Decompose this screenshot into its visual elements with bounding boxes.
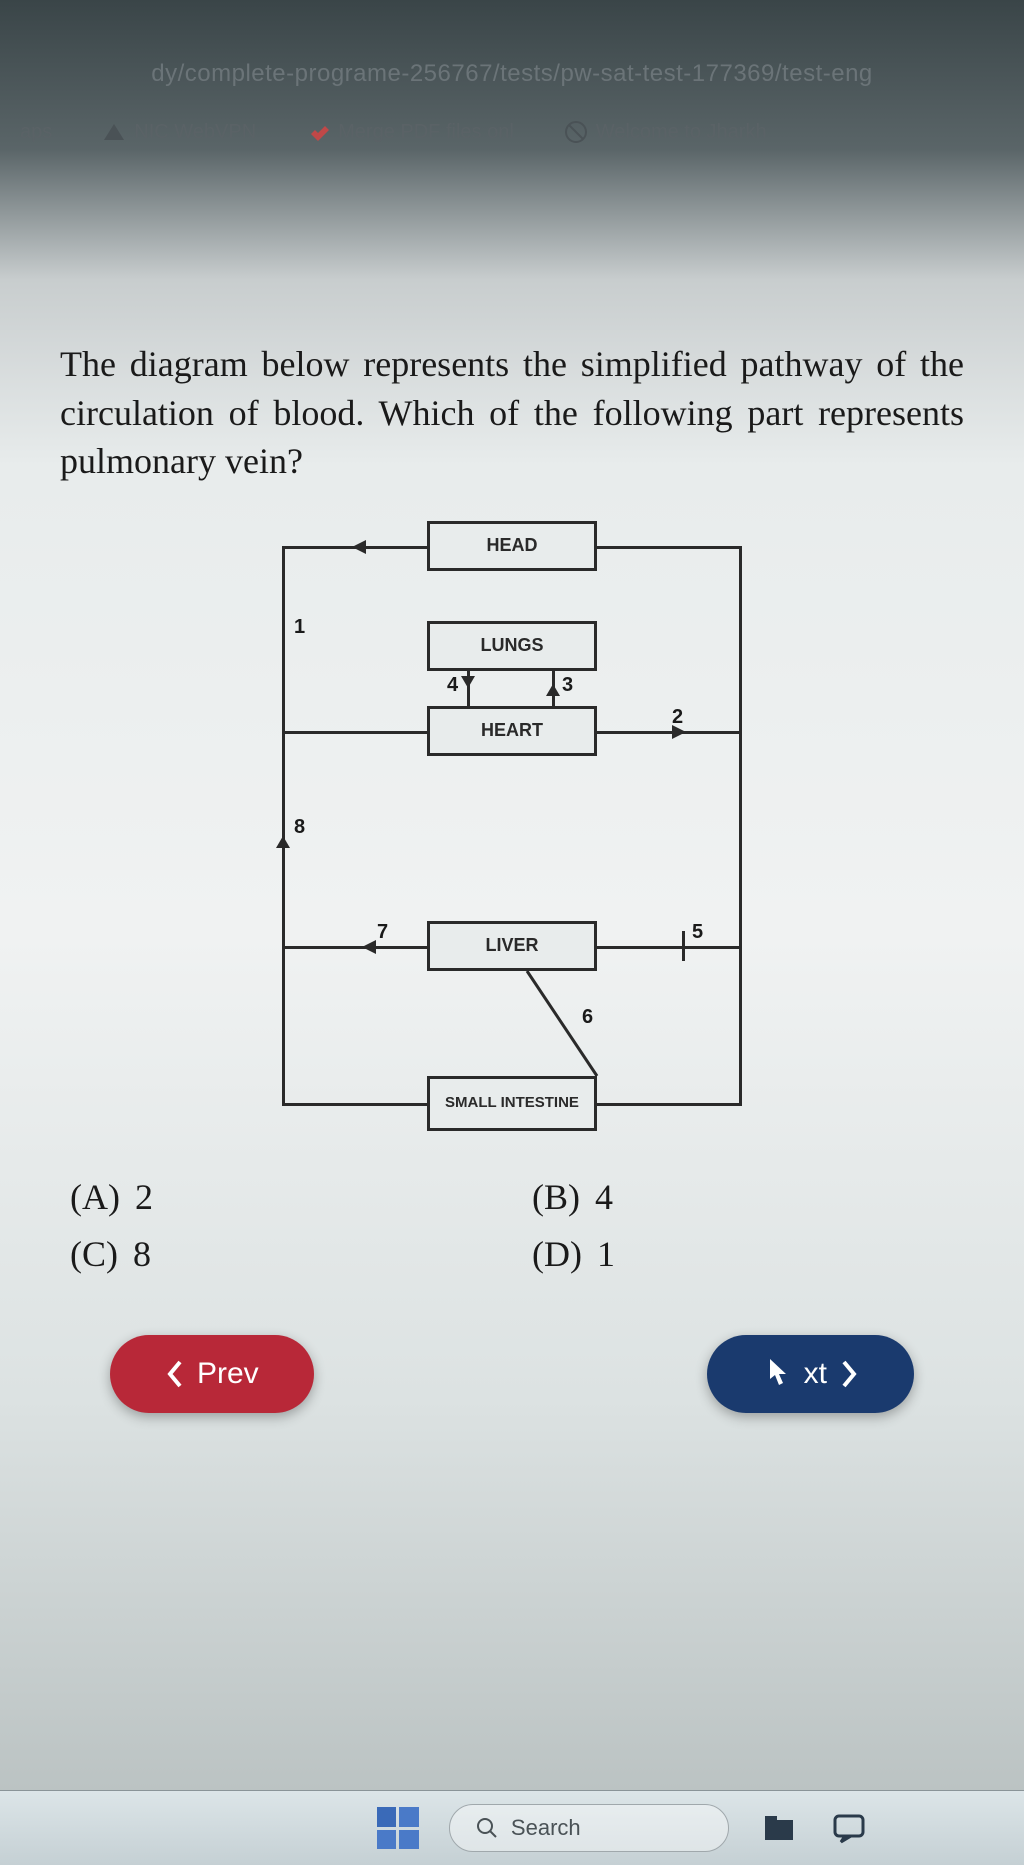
bookmark-label: aps [20, 121, 52, 144]
answer-options: (A) 2 (B) 4 (C) 8 (D) 1 [70, 1176, 954, 1275]
search-icon [475, 1816, 499, 1840]
label-3: 3 [562, 674, 573, 697]
bookmark-nic[interactable]: NIC WebVPN [102, 120, 256, 144]
label-1: 1 [294, 616, 305, 639]
bookmark-label: NIC WebVPN [134, 121, 256, 144]
vpn-icon [102, 120, 126, 144]
option-d[interactable]: (D) 1 [532, 1233, 954, 1275]
bookmark-label: Welcome to Jharkh [596, 121, 767, 144]
pdf-icon [306, 120, 330, 144]
heart-box: HEART [427, 706, 597, 756]
folder-icon [761, 1810, 797, 1846]
option-text: 2 [135, 1176, 153, 1218]
option-a[interactable]: (A) 2 [70, 1176, 492, 1218]
liver-box: LIVER [427, 921, 597, 971]
option-b[interactable]: (B) 4 [532, 1176, 954, 1218]
label-5: 5 [692, 921, 703, 944]
option-text: 4 [595, 1176, 613, 1218]
windows-start-icon[interactable] [377, 1807, 419, 1849]
option-letter: (A) [70, 1176, 120, 1218]
lungs-box: LUNGS [427, 621, 597, 671]
pointer-icon [762, 1357, 792, 1391]
chat-icon [831, 1810, 867, 1846]
taskbar-app-2[interactable] [829, 1808, 869, 1848]
bookmarks-bar: aps NIC WebVPN Merge PDF files onl Welco… [0, 120, 1024, 144]
option-letter: (D) [532, 1233, 582, 1275]
bookmark-label: Merge PDF files onl [338, 121, 514, 144]
intestine-box: SMALL INTESTINE [427, 1076, 597, 1131]
content-area: The diagram below represents the simplif… [0, 280, 1024, 1413]
taskbar-search[interactable]: Search [449, 1804, 729, 1852]
label-7: 7 [377, 921, 388, 944]
search-placeholder: Search [511, 1815, 581, 1841]
bookmark-apps[interactable]: aps [20, 121, 52, 144]
nav-buttons: Prev xt [40, 1335, 984, 1413]
option-text: 8 [133, 1233, 151, 1275]
chevron-right-icon [839, 1360, 859, 1388]
option-letter: (B) [532, 1176, 580, 1218]
block-icon [564, 120, 588, 144]
taskbar: Search [0, 1790, 1024, 1865]
url-bar: dy/complete-programe-256767/tests/pw-sat… [0, 50, 1024, 98]
next-button[interactable]: xt [707, 1335, 914, 1413]
label-6: 6 [582, 1006, 593, 1029]
next-label: xt [804, 1357, 827, 1391]
intestine-label: SMALL INTESTINE [445, 1095, 579, 1112]
chevron-left-icon [165, 1360, 185, 1388]
label-8: 8 [294, 816, 305, 839]
bookmark-welcome[interactable]: Welcome to Jharkh [564, 120, 767, 144]
circulation-diagram: HEAD LUNGS HEART LIVER SMALL INTESTINE [252, 516, 772, 1136]
bookmark-merge[interactable]: Merge PDF files onl [306, 120, 514, 144]
question-text: The diagram below represents the simplif… [60, 340, 964, 486]
head-box: HEAD [427, 521, 597, 571]
prev-button[interactable]: Prev [110, 1335, 314, 1413]
option-c[interactable]: (C) 8 [70, 1233, 492, 1275]
prev-label: Prev [197, 1357, 259, 1391]
label-2: 2 [672, 706, 683, 729]
option-text: 1 [597, 1233, 615, 1275]
taskbar-app-1[interactable] [759, 1808, 799, 1848]
option-letter: (C) [70, 1233, 118, 1275]
label-4: 4 [447, 674, 458, 697]
